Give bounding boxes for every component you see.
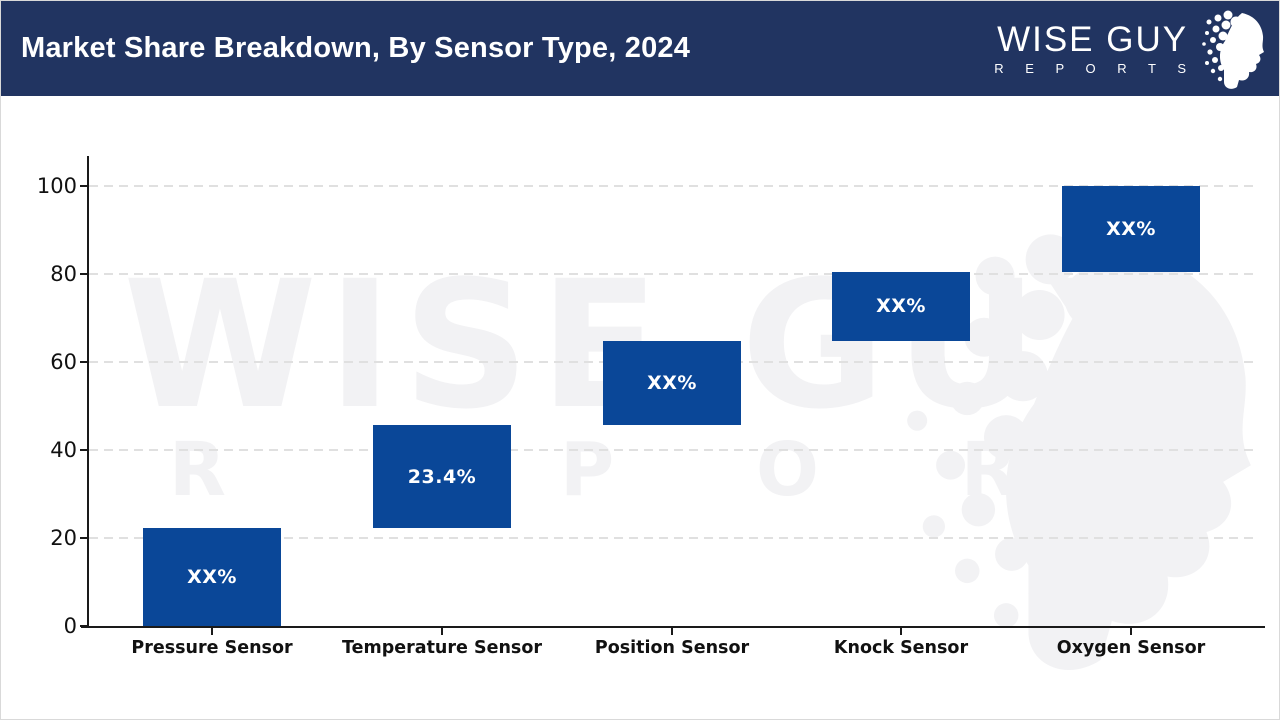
y-axis-tick [80, 625, 89, 627]
x-axis-tick [211, 628, 213, 635]
gridline [89, 537, 1259, 539]
y-tick-label: 20 [50, 526, 77, 550]
y-axis-tick [80, 185, 89, 187]
x-axis-spine [81, 626, 1265, 628]
x-axis-tick [900, 628, 902, 635]
dotted-head-icon [1202, 10, 1264, 89]
x-tick-label: Position Sensor [594, 638, 750, 658]
y-tick-label: 40 [50, 438, 77, 462]
y-tick-label: 80 [50, 262, 77, 286]
y-tick-label: 100 [36, 174, 77, 198]
y-axis-tick [80, 273, 89, 275]
bar-value-label: XX% [876, 295, 926, 318]
logo-word: WISE GUY [997, 19, 1189, 59]
x-axis-tick [1130, 628, 1132, 635]
x-tick-label: Temperature Sensor [342, 638, 542, 658]
logo-wordmark: WISE GUY R E P O R T S [990, 22, 1195, 76]
y-tick-label: 0 [63, 614, 77, 638]
bar-value-label: XX% [647, 372, 697, 395]
page-title: Market Share Breakdown, By Sensor Type, … [21, 32, 691, 64]
bar-pressure-sensor: XX% [143, 528, 281, 626]
bar-value-label: XX% [1106, 217, 1156, 240]
gridline [89, 185, 1259, 187]
y-tick-label: 60 [50, 350, 77, 374]
brand-logo: WISE GUY R E P O R T S [990, 9, 1269, 89]
x-axis-tick [441, 628, 443, 635]
y-axis-tick [80, 537, 89, 539]
bar-value-label: 23.4% [407, 465, 477, 488]
gridline [89, 273, 1259, 275]
y-axis-spine [87, 156, 89, 628]
bar-oxygen-sensor: XX% [1062, 186, 1200, 272]
header: Market Share Breakdown, By Sensor Type, … [1, 1, 1279, 96]
x-axis-tick [671, 628, 673, 635]
logo-subtitle: R E P O R T S [994, 60, 1195, 76]
gridline [89, 449, 1259, 451]
bar-value-label: XX% [187, 566, 237, 589]
bar-temperature-sensor: 23.4% [373, 425, 511, 529]
bar-position-sensor: XX% [603, 340, 741, 426]
y-axis-tick [80, 361, 89, 363]
x-tick-label: Knock Sensor [833, 638, 969, 658]
x-tick-label: Pressure Sensor [131, 638, 293, 658]
y-axis-tick [80, 449, 89, 451]
x-tick-label: Oxygen Sensor [1056, 638, 1206, 658]
bar-knock-sensor: XX% [832, 271, 970, 341]
